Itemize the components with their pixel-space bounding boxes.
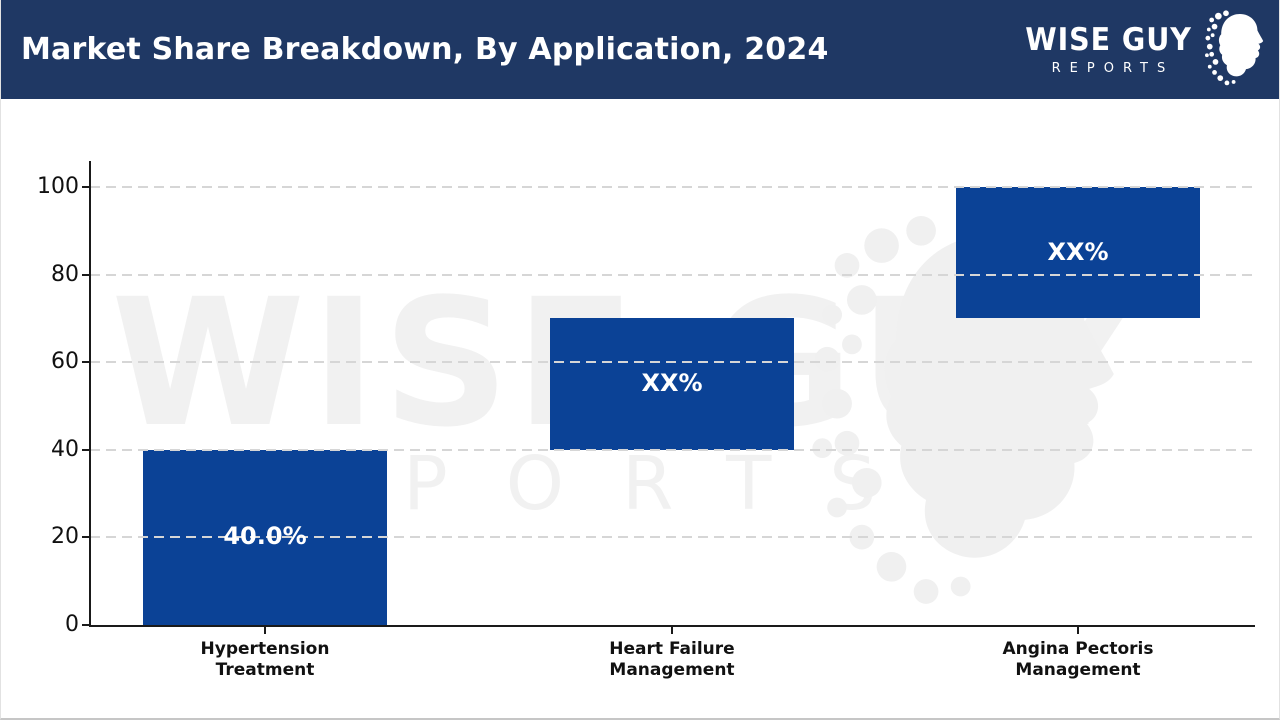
logo-face-icon — [1205, 10, 1264, 86]
header: Market Share Breakdown, By Application, … — [1, 0, 1279, 99]
bar-value-label: 40.0% — [223, 522, 307, 551]
x-label-line: Hypertension — [200, 639, 330, 659]
bar-value-label: XX% — [641, 369, 703, 398]
y-tick-40 — [82, 448, 89, 451]
gridline-40 — [90, 448, 1255, 451]
bar-value-label: XX% — [1047, 237, 1109, 266]
y-tick-60 — [82, 361, 89, 364]
y-tick-label-20: 20 — [51, 524, 79, 550]
x-tick-hypertension-treatment — [264, 627, 266, 634]
chart-title: Market Share Breakdown, By Application, … — [21, 32, 829, 67]
y-axis-line — [89, 160, 91, 627]
y-tick-20 — [82, 536, 89, 539]
x-label-heart-failure-management: Heart Failure Management — [522, 639, 822, 681]
x-label-line: Angina Pectoris — [1002, 639, 1154, 659]
gridline-80 — [90, 273, 1255, 276]
x-axis-line — [89, 625, 1255, 627]
gridline-20 — [90, 536, 1255, 539]
wiseguy-logo: WISE GUY REPORTS — [1018, 6, 1267, 94]
x-label-hypertension-treatment: Hypertension Treatment — [115, 639, 415, 681]
x-tick-heart-failure-management — [671, 627, 673, 634]
y-tick-label-40: 40 — [51, 436, 79, 462]
bar-heart-failure-management — [550, 318, 794, 450]
y-tick-label-60: 60 — [51, 349, 79, 375]
y-tick-80 — [82, 273, 89, 276]
y-tick-100 — [82, 186, 89, 188]
gridline-100 — [90, 186, 1255, 188]
x-label-line: Heart Failure — [609, 639, 735, 659]
chart-area: WISE GUY REPORTS 40.0% XX% XX% 0 20 40 60 80 100… — [1, 99, 1279, 718]
y-tick-0 — [82, 624, 89, 626]
gridline-60 — [90, 361, 1255, 364]
x-label-line: Management — [1015, 660, 1141, 680]
y-tick-label-0: 0 — [65, 612, 79, 637]
x-label-angina-pectoris-management: Angina Pectoris Management — [928, 639, 1228, 681]
logo-wordmark: WISE GUY — [1025, 22, 1192, 58]
logo-subtext: REPORTS — [1051, 61, 1175, 76]
y-tick-label-100: 100 — [37, 174, 79, 199]
y-tick-label-80: 80 — [51, 261, 79, 287]
x-tick-angina-pectoris-management — [1077, 627, 1079, 634]
x-label-line: Management — [609, 660, 735, 680]
x-label-line: Treatment — [215, 660, 315, 680]
